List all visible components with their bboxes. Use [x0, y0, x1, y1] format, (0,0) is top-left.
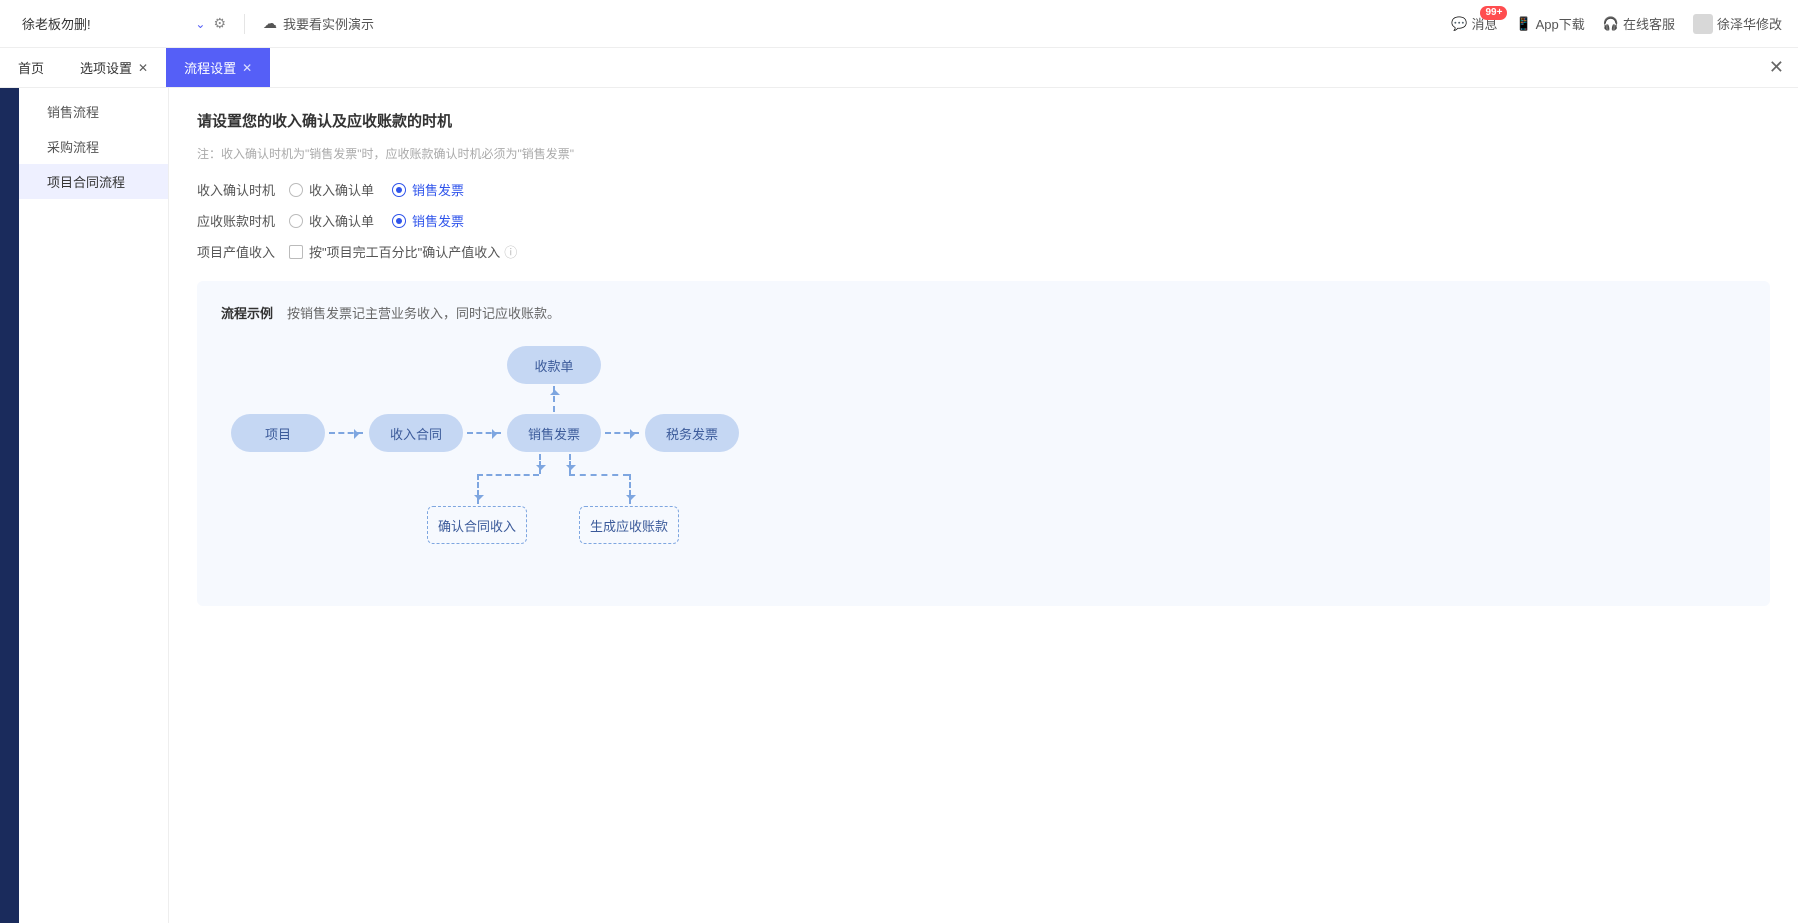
flow-connector — [569, 474, 629, 476]
tab-flow-label: 流程设置 — [184, 58, 236, 77]
cloud-icon: ☁ — [263, 15, 277, 32]
row-project-value-label: 项目产值收入 — [197, 242, 289, 261]
tab-flow[interactable]: 流程设置 ✕ — [166, 48, 270, 87]
example-title: 流程示例 — [221, 303, 273, 322]
gear-icon[interactable]: ⚙ — [213, 15, 226, 32]
chevron-down-icon: ⌄ — [195, 17, 205, 31]
radio-label: 收入确认单 — [309, 211, 374, 230]
messages-button[interactable]: 💬 消息 99+ — [1451, 14, 1497, 33]
row-income-timing: 收入确认时机 收入确认单 销售发票 — [197, 180, 1770, 199]
support-button[interactable]: 🎧 在线客服 — [1603, 14, 1675, 33]
flow-connector — [539, 454, 541, 474]
app-download-label: App下载 — [1536, 14, 1585, 33]
radio-income-confirm-doc[interactable]: 收入确认单 — [289, 180, 374, 199]
checkbox-completion-pct[interactable]: 按"项目完工百分比"确认产值收入 ⓘ — [289, 242, 517, 261]
avatar — [1693, 14, 1713, 34]
tabbar: 首页 选项设置 ✕ 流程设置 ✕ ✕ — [0, 48, 1798, 88]
demo-link-label: 我要看实例演示 — [283, 14, 374, 33]
headset-icon: 🎧 — [1603, 16, 1619, 32]
flow-node-tax-invoice: 税务发票 — [645, 414, 739, 452]
radio-icon — [392, 214, 406, 228]
org-selector[interactable]: 徐老板勿删! ⌄ ⚙ — [16, 14, 226, 33]
demo-link[interactable]: ☁ 我要看实例演示 — [263, 14, 374, 33]
radio-icon — [289, 183, 303, 197]
app-download-button[interactable]: 📱 App下载 — [1515, 14, 1584, 33]
row-ar-label: 应收账款时机 — [197, 211, 289, 230]
flow-node-income-contract: 收入合同 — [369, 414, 463, 452]
flow-arrow — [329, 432, 363, 434]
flow-example-panel: 流程示例 按销售发票记主营业务收入，同时记应收账款。 收款单 项目 收入合同 销… — [197, 281, 1770, 606]
tab-home-label: 首页 — [18, 58, 44, 77]
radio-ar-sales-invoice[interactable]: 销售发票 — [392, 211, 464, 230]
close-icon[interactable]: ✕ — [138, 61, 148, 75]
tab-options-label: 选项设置 — [80, 58, 132, 77]
radio-label: 销售发票 — [412, 211, 464, 230]
flow-connector — [477, 474, 539, 476]
workspace: 销售流程 采购流程 项目合同流程 请设置您的收入确认及应收账款的时机 注：收入确… — [0, 88, 1798, 923]
example-desc: 按销售发票记主营业务收入，同时记应收账款。 — [287, 303, 560, 322]
sidebar-item-sales[interactable]: 销售流程 — [19, 94, 168, 129]
page-title: 请设置您的收入确认及应收账款的时机 — [197, 110, 1770, 131]
flow-node-confirm-income: 确认合同收入 — [427, 506, 527, 544]
flow-arrow — [553, 386, 555, 412]
flow-connector — [569, 454, 571, 474]
help-icon[interactable]: ⓘ — [504, 242, 517, 261]
flowchart: 收款单 项目 收入合同 销售发票 税务发票 确认合同收入 生成应收账款 — [221, 346, 1746, 566]
row-income-label: 收入确认时机 — [197, 180, 289, 199]
sidebar-item-purchase[interactable]: 采购流程 — [19, 129, 168, 164]
left-nav-strip — [0, 88, 19, 923]
flow-node-project: 项目 — [231, 414, 325, 452]
messages-badge: 99+ — [1480, 6, 1507, 20]
flow-node-receipt: 收款单 — [507, 346, 601, 384]
row-ar-timing: 应收账款时机 收入确认单 销售发票 — [197, 211, 1770, 230]
radio-label: 销售发票 — [412, 180, 464, 199]
close-icon[interactable]: ✕ — [242, 61, 252, 75]
page-note: 注：收入确认时机为"销售发票"时，应收账款确认时机必须为"销售发票" — [197, 145, 1770, 162]
message-icon: 💬 — [1451, 16, 1467, 32]
org-name: 徐老板勿删! — [22, 14, 187, 33]
flow-arrow — [467, 432, 501, 434]
checkbox-icon — [289, 245, 303, 259]
topbar: 徐老板勿删! ⌄ ⚙ ☁ 我要看实例演示 💬 消息 99+ 📱 App下载 🎧 … — [0, 0, 1798, 48]
radio-label: 收入确认单 — [309, 180, 374, 199]
sidebar: 销售流程 采购流程 项目合同流程 — [19, 88, 169, 923]
flow-arrow — [629, 474, 631, 504]
flow-node-sales-invoice: 销售发票 — [507, 414, 601, 452]
radio-income-sales-invoice[interactable]: 销售发票 — [392, 180, 464, 199]
radio-ar-confirm-doc[interactable]: 收入确认单 — [289, 211, 374, 230]
flow-arrow — [605, 432, 639, 434]
main-panel: 请设置您的收入确认及应收账款的时机 注：收入确认时机为"销售发票"时，应收账款确… — [169, 88, 1798, 923]
tab-options[interactable]: 选项设置 ✕ — [62, 48, 166, 87]
sidebar-item-project[interactable]: 项目合同流程 — [19, 164, 168, 199]
flow-node-gen-ar: 生成应收账款 — [579, 506, 679, 544]
user-name: 徐泽华修改 — [1717, 14, 1782, 33]
row-project-value: 项目产值收入 按"项目完工百分比"确认产值收入 ⓘ — [197, 242, 1770, 261]
divider — [244, 14, 245, 34]
tabbar-close-button[interactable]: ✕ — [1769, 48, 1784, 87]
support-label: 在线客服 — [1623, 14, 1675, 33]
flow-arrow — [477, 474, 479, 504]
phone-icon: 📱 — [1515, 16, 1531, 32]
checkbox-label: 按"项目完工百分比"确认产值收入 — [309, 242, 500, 261]
radio-icon — [392, 183, 406, 197]
tab-home[interactable]: 首页 — [0, 48, 62, 87]
user-menu[interactable]: 徐泽华修改 — [1693, 14, 1782, 34]
radio-icon — [289, 214, 303, 228]
